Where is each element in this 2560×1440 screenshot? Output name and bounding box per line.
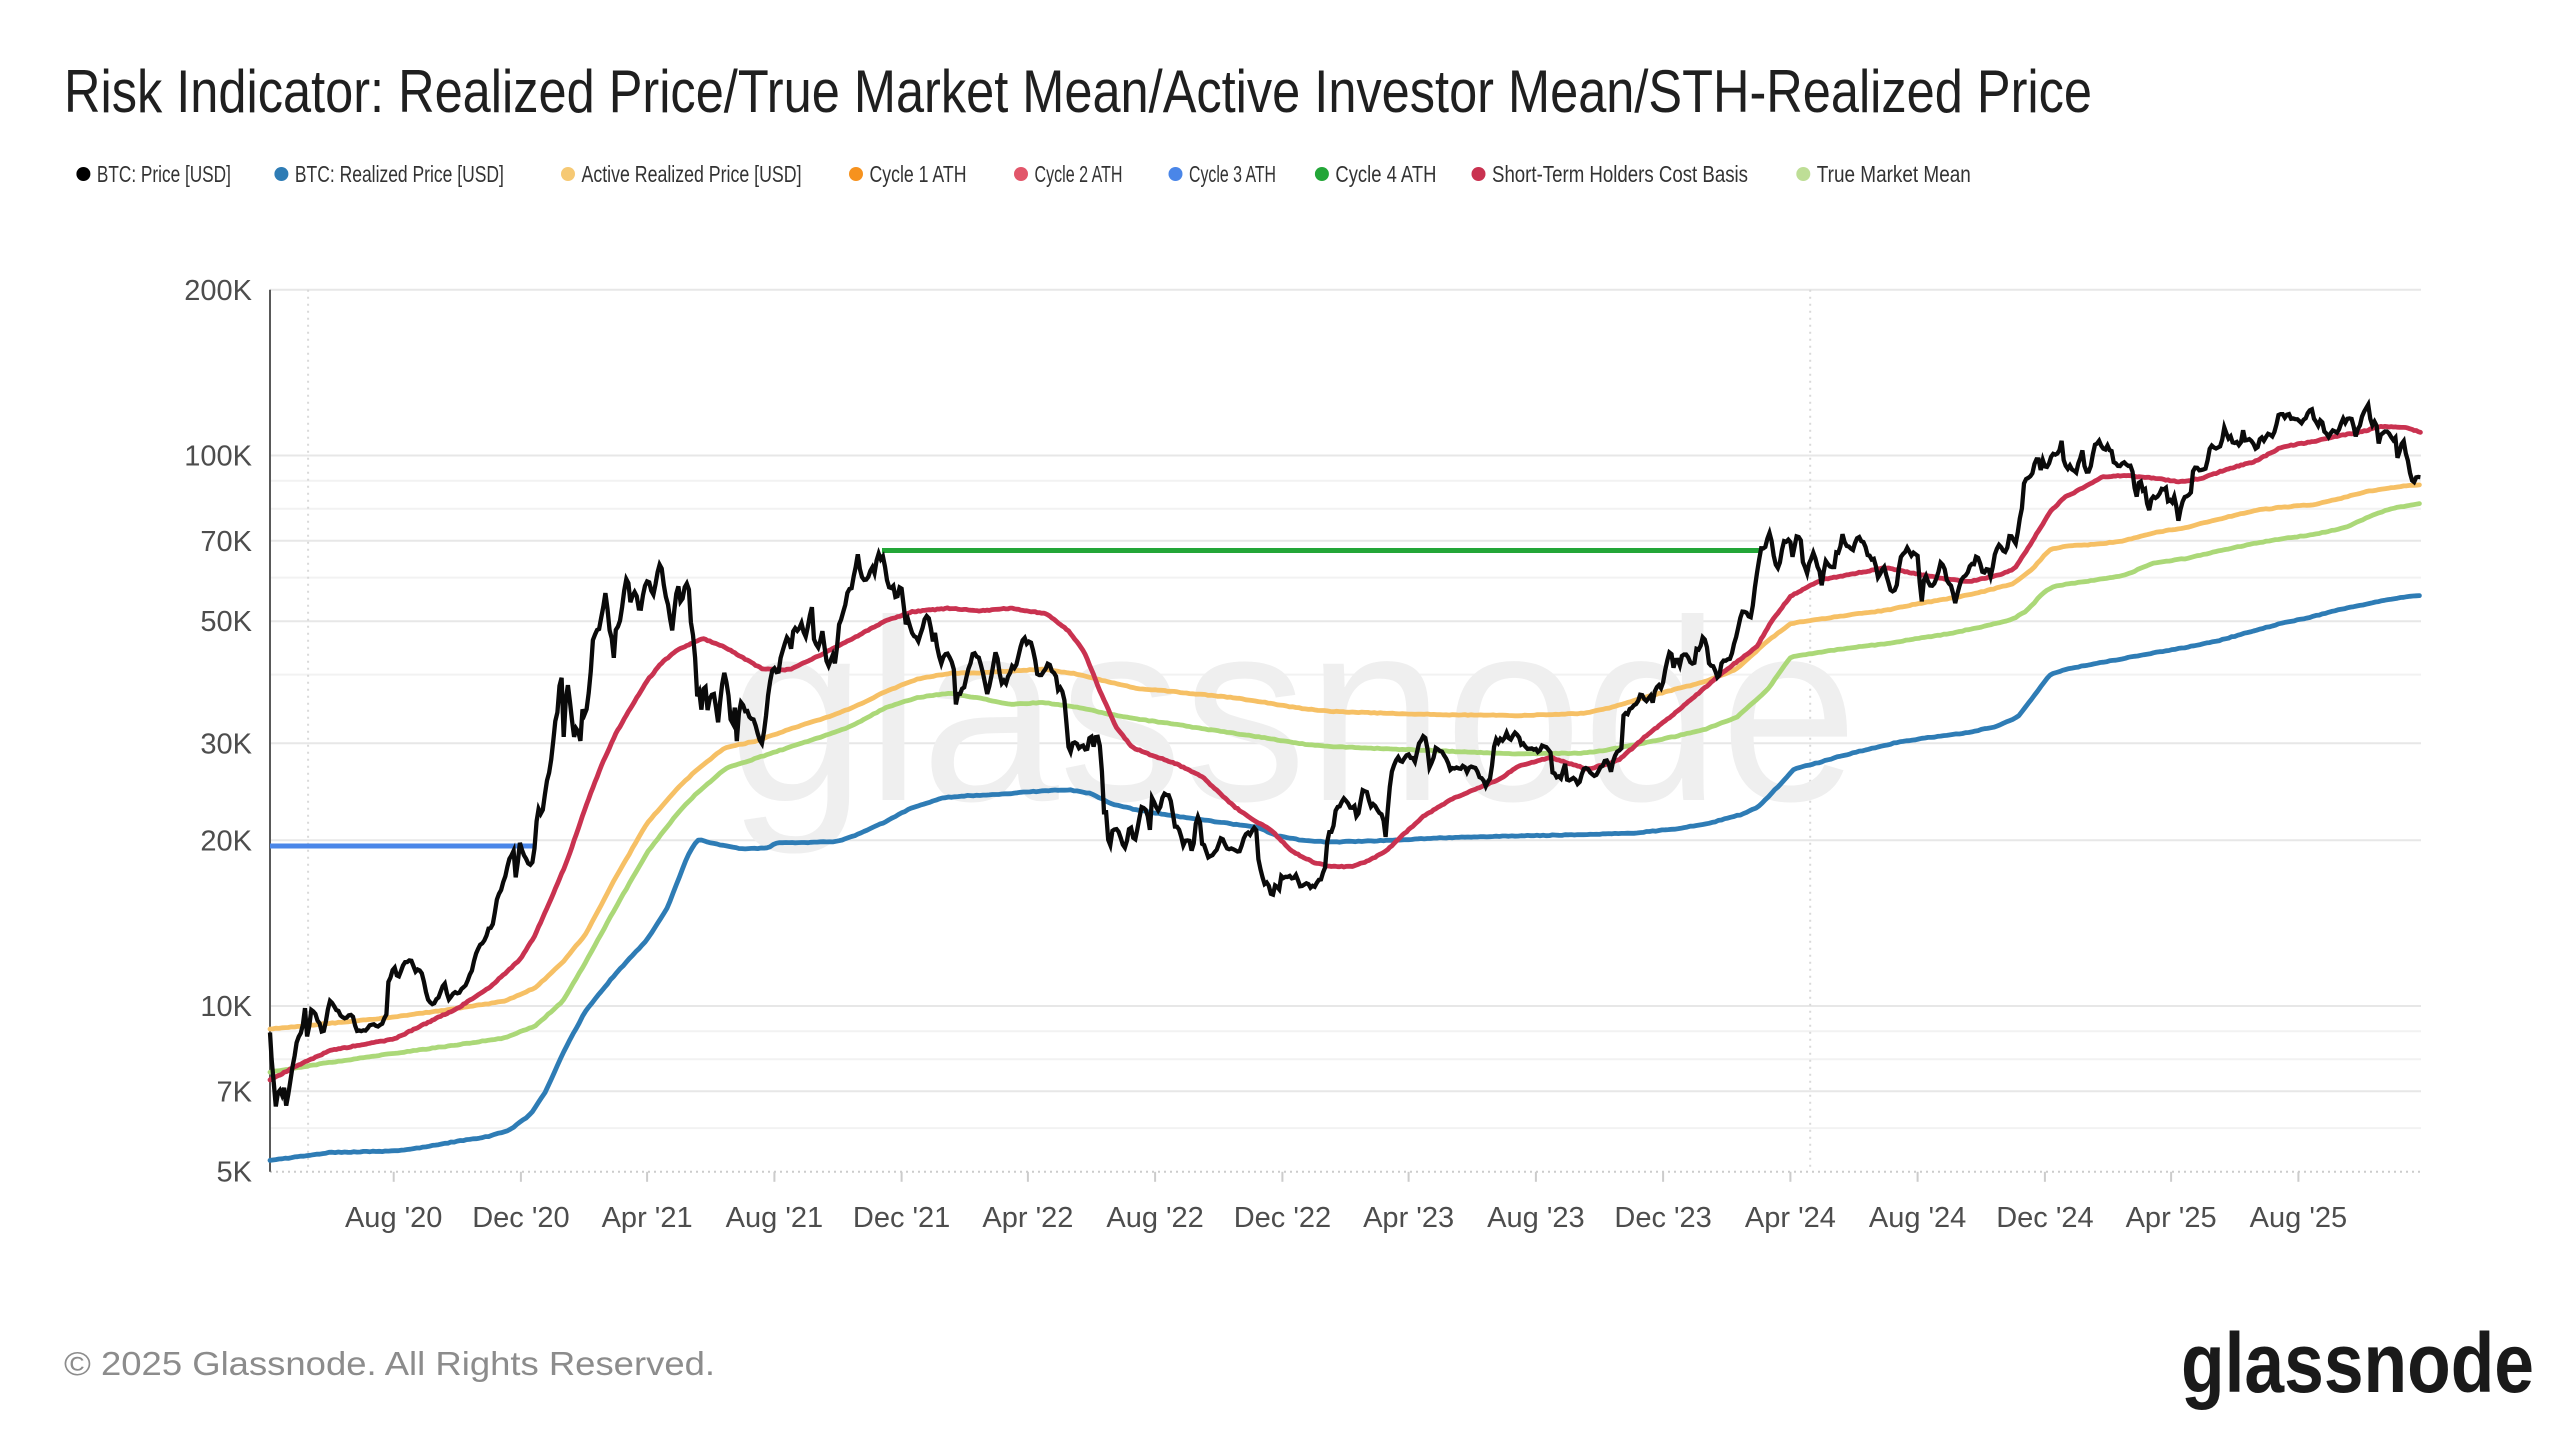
svg-text:Cycle 1 ATH: Cycle 1 ATH bbox=[870, 161, 967, 187]
svg-text:BTC: Realized Price [USD]: BTC: Realized Price [USD] bbox=[295, 161, 504, 187]
svg-text:5K: 5K bbox=[217, 1157, 253, 1189]
svg-text:200K: 200K bbox=[184, 275, 252, 307]
svg-text:30K: 30K bbox=[200, 728, 252, 760]
svg-text:100K: 100K bbox=[184, 441, 252, 473]
svg-text:Apr '21: Apr '21 bbox=[602, 1202, 693, 1234]
svg-text:© 2025 Glassnode. All Rights R: © 2025 Glassnode. All Rights Reserved. bbox=[64, 1345, 715, 1382]
svg-text:Dec '20: Dec '20 bbox=[472, 1202, 569, 1234]
svg-text:Cycle 4 ATH: Cycle 4 ATH bbox=[1335, 161, 1436, 187]
svg-text:BTC: Price [USD]: BTC: Price [USD] bbox=[97, 161, 231, 187]
svg-text:Apr '22: Apr '22 bbox=[982, 1202, 1073, 1234]
svg-text:50K: 50K bbox=[200, 606, 252, 638]
svg-text:Dec '23: Dec '23 bbox=[1614, 1202, 1711, 1234]
svg-text:Aug '20: Aug '20 bbox=[345, 1202, 442, 1234]
svg-text:Apr '23: Apr '23 bbox=[1363, 1202, 1454, 1234]
svg-text:Short-Term Holders Cost Basis: Short-Term Holders Cost Basis bbox=[1492, 161, 1748, 187]
svg-text:Aug '23: Aug '23 bbox=[1487, 1202, 1584, 1234]
svg-text:Risk Indicator: Realized Price: Risk Indicator: Realized Price/True Mark… bbox=[64, 58, 2092, 125]
svg-text:70K: 70K bbox=[200, 526, 252, 558]
svg-text:Aug '24: Aug '24 bbox=[1869, 1202, 1966, 1234]
svg-text:Apr '25: Apr '25 bbox=[2126, 1202, 2217, 1234]
svg-text:Dec '21: Dec '21 bbox=[853, 1202, 950, 1234]
svg-text:Active Realized Price [USD]: Active Realized Price [USD] bbox=[582, 161, 802, 187]
svg-text:Cycle 2 ATH: Cycle 2 ATH bbox=[1035, 161, 1123, 187]
svg-text:7K: 7K bbox=[217, 1076, 253, 1108]
svg-text:True Market Mean: True Market Mean bbox=[1817, 161, 1971, 187]
svg-text:Aug '25: Aug '25 bbox=[2250, 1202, 2347, 1234]
svg-text:Aug '22: Aug '22 bbox=[1106, 1202, 1203, 1234]
svg-text:Cycle 3 ATH: Cycle 3 ATH bbox=[1189, 161, 1276, 187]
svg-text:Dec '24: Dec '24 bbox=[1996, 1202, 2093, 1234]
svg-text:Aug '21: Aug '21 bbox=[726, 1202, 823, 1234]
svg-text:Apr '24: Apr '24 bbox=[1745, 1202, 1836, 1234]
svg-text:20K: 20K bbox=[200, 825, 252, 857]
svg-text:Dec '22: Dec '22 bbox=[1234, 1202, 1331, 1234]
svg-text:10K: 10K bbox=[200, 991, 252, 1023]
svg-text:glassnode: glassnode bbox=[2181, 1316, 2534, 1410]
